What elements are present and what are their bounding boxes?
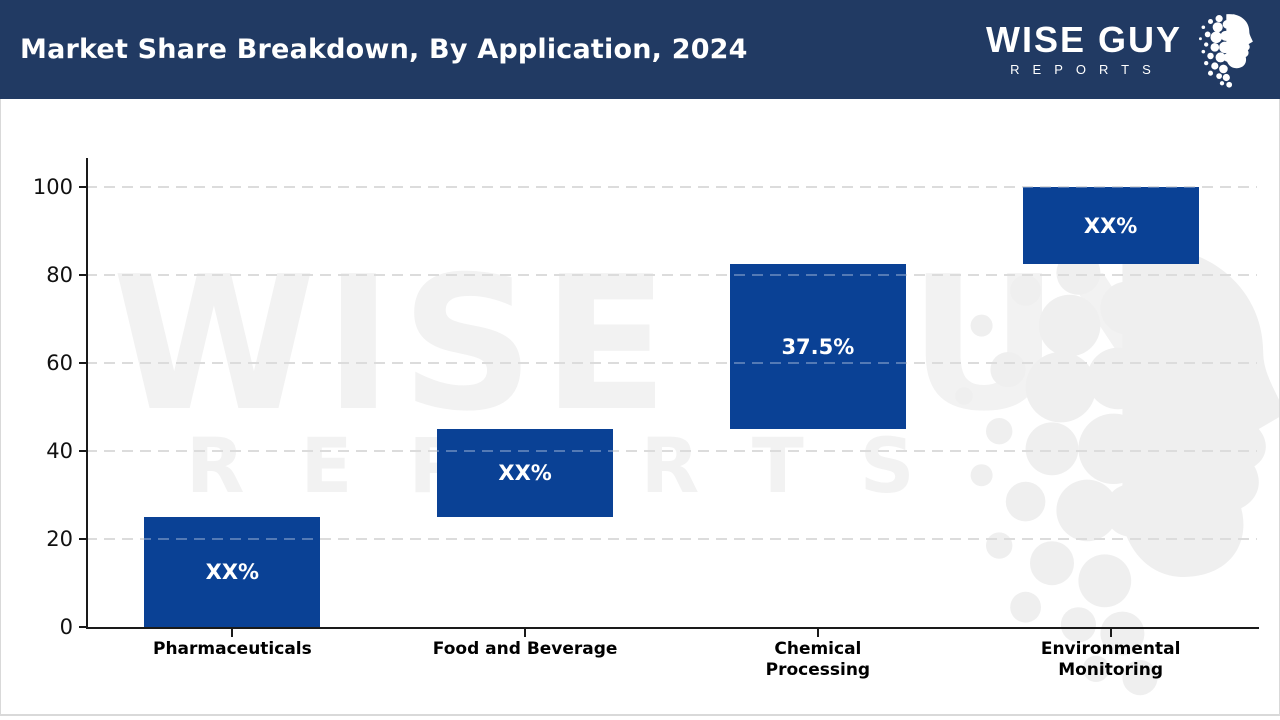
x-category-label-pharmaceuticals: Pharmaceuticals [152, 639, 312, 659]
x-category-label-environmental-monitoring: Environmental Monitoring [1040, 639, 1181, 680]
wise-guy-reports-logo: WISE GUY REPORTS [986, 10, 1258, 89]
bar-pharmaceuticals [144, 517, 321, 627]
frame-bottom-border [0, 714, 1280, 716]
x-axis-line [86, 627, 1259, 629]
x-tick-mark [231, 629, 234, 637]
logo-reports-text: REPORTS [1010, 62, 1164, 77]
logo-text: WISE GUY REPORTS [985, 19, 1182, 78]
gridline-overlay [86, 274, 1257, 276]
x-category-label-chemical-processing: Chemical Processing [765, 639, 871, 680]
bar-value-label: 37.5% [781, 334, 855, 359]
y-tick-mark [79, 450, 86, 452]
gridline [86, 186, 1257, 188]
gridline-overlay [86, 538, 1257, 540]
y-tick-mark [79, 538, 86, 540]
x-category-label-food-and-beverage: Food and Beverage [432, 639, 618, 659]
y-tick-mark [79, 186, 86, 188]
page-title: Market Share Breakdown, By Application, … [20, 34, 748, 65]
gridline-overlay [86, 186, 1257, 188]
y-tick-label: 20 [46, 527, 73, 551]
y-tick-mark [79, 362, 86, 364]
gridline-overlay [86, 450, 1257, 452]
y-tick-label: 40 [46, 439, 73, 463]
y-tick-label: 0 [59, 615, 73, 639]
logo-wiseguy-text: WISE GUY [985, 19, 1182, 60]
y-tick-mark [79, 626, 86, 628]
x-tick-mark [524, 629, 527, 637]
bar-value-label: XX% [205, 560, 260, 584]
frame-left-border [0, 99, 1, 716]
bar-value-label: XX% [1083, 213, 1138, 238]
y-tick-label: 100 [32, 175, 73, 199]
gridline-overlay [86, 362, 1257, 364]
gridline [86, 274, 1257, 276]
y-tick-mark [79, 274, 86, 276]
gridline [86, 538, 1257, 540]
gridline [86, 362, 1257, 364]
bar-chemical-processing [729, 264, 906, 429]
header: Market Share Breakdown, By Application, … [0, 0, 1280, 99]
gridline [86, 450, 1257, 452]
x-tick-mark [1109, 629, 1112, 637]
x-tick-mark [816, 629, 819, 637]
bar-food-and-beverage [437, 429, 614, 517]
y-tick-label: 60 [46, 351, 73, 375]
y-tick-label: 80 [46, 263, 73, 287]
y-axis-line [86, 158, 88, 629]
bar-value-label: XX% [498, 461, 552, 485]
